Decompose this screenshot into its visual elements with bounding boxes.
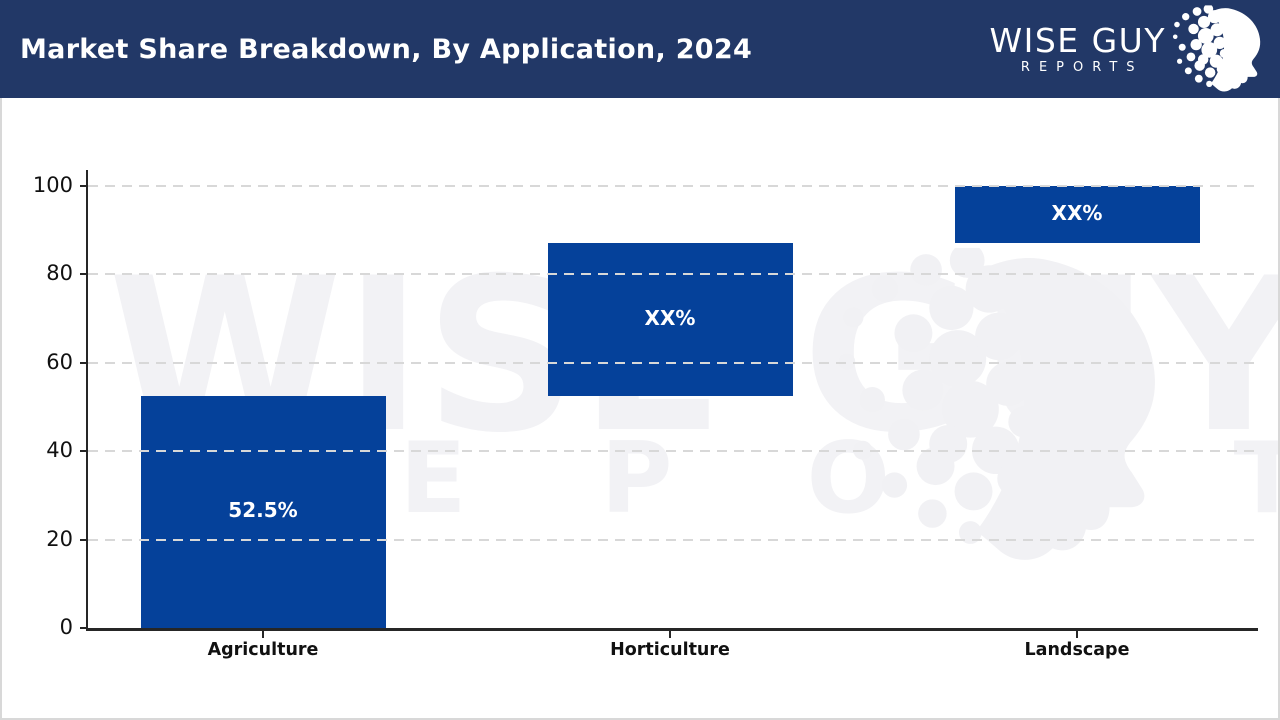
x-axis-line: [86, 628, 1258, 631]
y-gridline: [88, 185, 1258, 187]
y-tick-mark: [80, 273, 87, 276]
y-tick-label: 0: [59, 615, 73, 639]
wiseguy-logo-text: WISE GUY REPORTS: [989, 24, 1166, 74]
y-tick-label: 20: [46, 526, 73, 551]
logo-subtext: REPORTS: [1020, 60, 1144, 75]
y-gridline: [88, 450, 1258, 453]
y-tick-mark: [80, 450, 87, 453]
y-tick-mark: [80, 185, 87, 187]
y-gridline: [88, 538, 1258, 541]
x-tick-mark: [262, 631, 264, 638]
wiseguy-head-icon: [1170, 5, 1266, 93]
y-tick-mark: [80, 627, 87, 629]
page-border-bottom: [0, 718, 1280, 720]
bar-agriculture: [140, 395, 386, 628]
watermark-head-icon: [828, 228, 1176, 584]
bar-value-label: XX%: [644, 305, 696, 330]
page-border-right: [1278, 98, 1280, 720]
y-tick-label: 100: [32, 173, 73, 197]
x-tick-mark: [1076, 631, 1078, 638]
y-tick-label: 80: [46, 261, 73, 286]
bar-landscape: [954, 186, 1200, 244]
y-axis-line: [86, 170, 88, 631]
y-gridline: [88, 273, 1258, 276]
header: Market Share Breakdown, By Application, …: [0, 0, 1280, 98]
bar-value-label: 52.5%: [228, 497, 298, 522]
y-tick-label: 40: [46, 438, 73, 463]
logo-wordmark: WISE GUY: [989, 21, 1166, 60]
page-border-left: [0, 98, 2, 720]
y-tick-mark: [80, 361, 87, 364]
x-tick-mark: [669, 631, 671, 638]
x-category-label: Agriculture: [207, 640, 319, 660]
y-tick-label: 60: [46, 349, 73, 374]
bar-horticulture: [547, 243, 793, 396]
chart-area: WISE GUY R E P O R T S 52.5%XX%XX%020406…: [0, 98, 1280, 720]
page-title: Market Share Breakdown, By Application, …: [20, 33, 753, 65]
y-tick-mark: [80, 538, 87, 541]
bar-value-label: XX%: [1051, 200, 1103, 225]
x-category-label: Landscape: [1024, 640, 1130, 660]
x-category-label: Horticulture: [610, 640, 730, 660]
y-gridline: [88, 361, 1258, 364]
wiseguy-logo: WISE GUY REPORTS: [989, 5, 1266, 93]
